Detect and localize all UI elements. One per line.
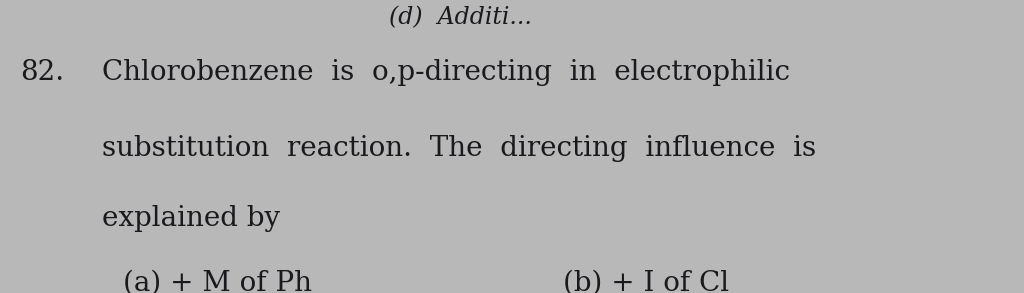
Text: 82.: 82. [20,59,65,86]
Text: (b) + I of Cl: (b) + I of Cl [563,270,729,293]
Text: Chlorobenzene  is  o,p-directing  in  electrophilic: Chlorobenzene is o,p-directing in electr… [102,59,791,86]
Text: (d)  Additi...: (d) Additi... [389,6,532,29]
Text: substitution  reaction.  The  directing  influence  is: substitution reaction. The directing inf… [102,135,816,162]
Text: (a) + M of Ph: (a) + M of Ph [123,270,312,293]
Text: explained by: explained by [102,205,281,232]
